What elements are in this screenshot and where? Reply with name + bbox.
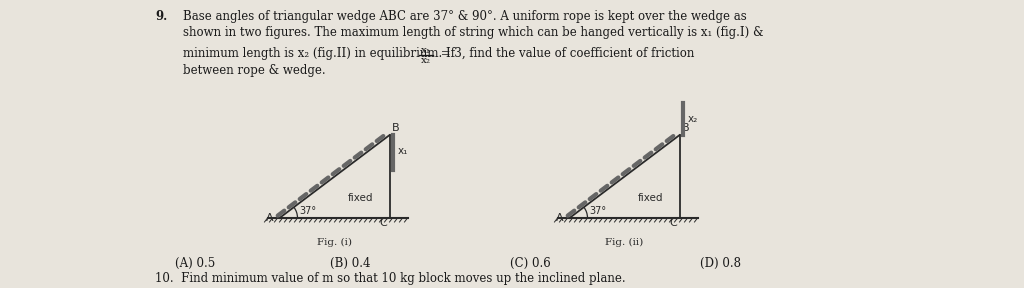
Text: (C) 0.6: (C) 0.6 [510,257,551,270]
Text: (D) 0.8: (D) 0.8 [700,257,741,270]
Text: = 3, find the value of coefficient of friction: = 3, find the value of coefficient of fr… [437,47,694,60]
Text: (B) 0.4: (B) 0.4 [330,257,371,270]
Text: 37°: 37° [299,206,316,216]
Text: A: A [266,213,273,223]
Text: C: C [670,218,678,228]
Text: x₂: x₂ [421,56,431,65]
Text: x₁: x₁ [421,46,431,55]
Text: B: B [682,123,689,133]
Text: C: C [380,218,387,228]
Text: Fig. (i): Fig. (i) [317,238,352,247]
Text: 9.: 9. [155,10,167,23]
Text: shown in two figures. The maximum length of string which can be hanged verticall: shown in two figures. The maximum length… [183,26,764,39]
Text: 37°: 37° [590,206,606,216]
Text: Fig. (ii): Fig. (ii) [605,238,644,247]
Text: fixed: fixed [348,193,374,203]
Text: fixed: fixed [638,193,664,203]
Text: between rope & wedge.: between rope & wedge. [183,64,326,77]
Text: Base angles of triangular wedge ABC are 37° & 90°. A uniform rope is kept over t: Base angles of triangular wedge ABC are … [183,10,746,23]
Text: x₂: x₂ [687,114,697,124]
Text: 10.  Find minimum value of m so that 10 kg block moves up the inclined plane.: 10. Find minimum value of m so that 10 k… [155,272,626,285]
Text: x₁: x₁ [397,146,408,156]
Text: A: A [556,213,563,223]
Text: (A) 0.5: (A) 0.5 [175,257,215,270]
Text: B: B [391,123,399,133]
Text: minimum length is x₂ (fig.II) in equilibrium. If: minimum length is x₂ (fig.II) in equilib… [183,47,459,60]
